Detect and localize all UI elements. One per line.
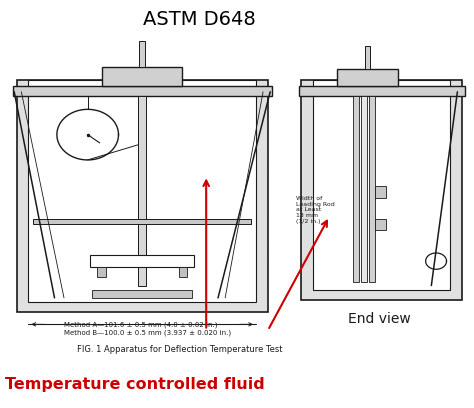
Bar <box>13 86 272 96</box>
Bar <box>17 80 268 312</box>
Text: ASTM D648: ASTM D648 <box>143 10 255 29</box>
Bar <box>102 67 182 86</box>
Bar <box>337 69 398 86</box>
Bar <box>369 96 375 282</box>
Bar <box>179 267 187 277</box>
Text: End view: End view <box>348 312 411 326</box>
Bar <box>138 96 146 286</box>
Text: Method A—101.6 ± 0.5 mm (4.0 ± 0.02 in.): Method A—101.6 ± 0.5 mm (4.0 ± 0.02 in.) <box>64 321 218 328</box>
Bar <box>301 80 462 300</box>
Bar <box>353 96 359 282</box>
Bar <box>299 86 465 96</box>
Bar <box>92 290 192 298</box>
Text: Method B—100.0 ± 0.5 mm (3.937 ± 0.020 in.): Method B—100.0 ± 0.5 mm (3.937 ± 0.020 i… <box>64 329 231 336</box>
Bar <box>90 255 194 267</box>
Text: Width of
Loading Rod
at Least
13 mm
(1/2 in.): Width of Loading Rod at Least 13 mm (1/2… <box>296 196 335 224</box>
Bar <box>139 41 145 67</box>
Bar <box>313 80 450 290</box>
Bar <box>33 219 251 224</box>
Bar <box>28 80 256 302</box>
Text: FIG. 1 Apparatus for Deflection Temperature Test: FIG. 1 Apparatus for Deflection Temperat… <box>77 345 283 354</box>
Text: Temperature controlled fluid: Temperature controlled fluid <box>5 377 264 392</box>
Bar <box>375 186 386 198</box>
Bar <box>97 267 106 277</box>
Bar <box>361 96 367 282</box>
Bar <box>365 46 370 69</box>
Bar <box>375 220 386 230</box>
